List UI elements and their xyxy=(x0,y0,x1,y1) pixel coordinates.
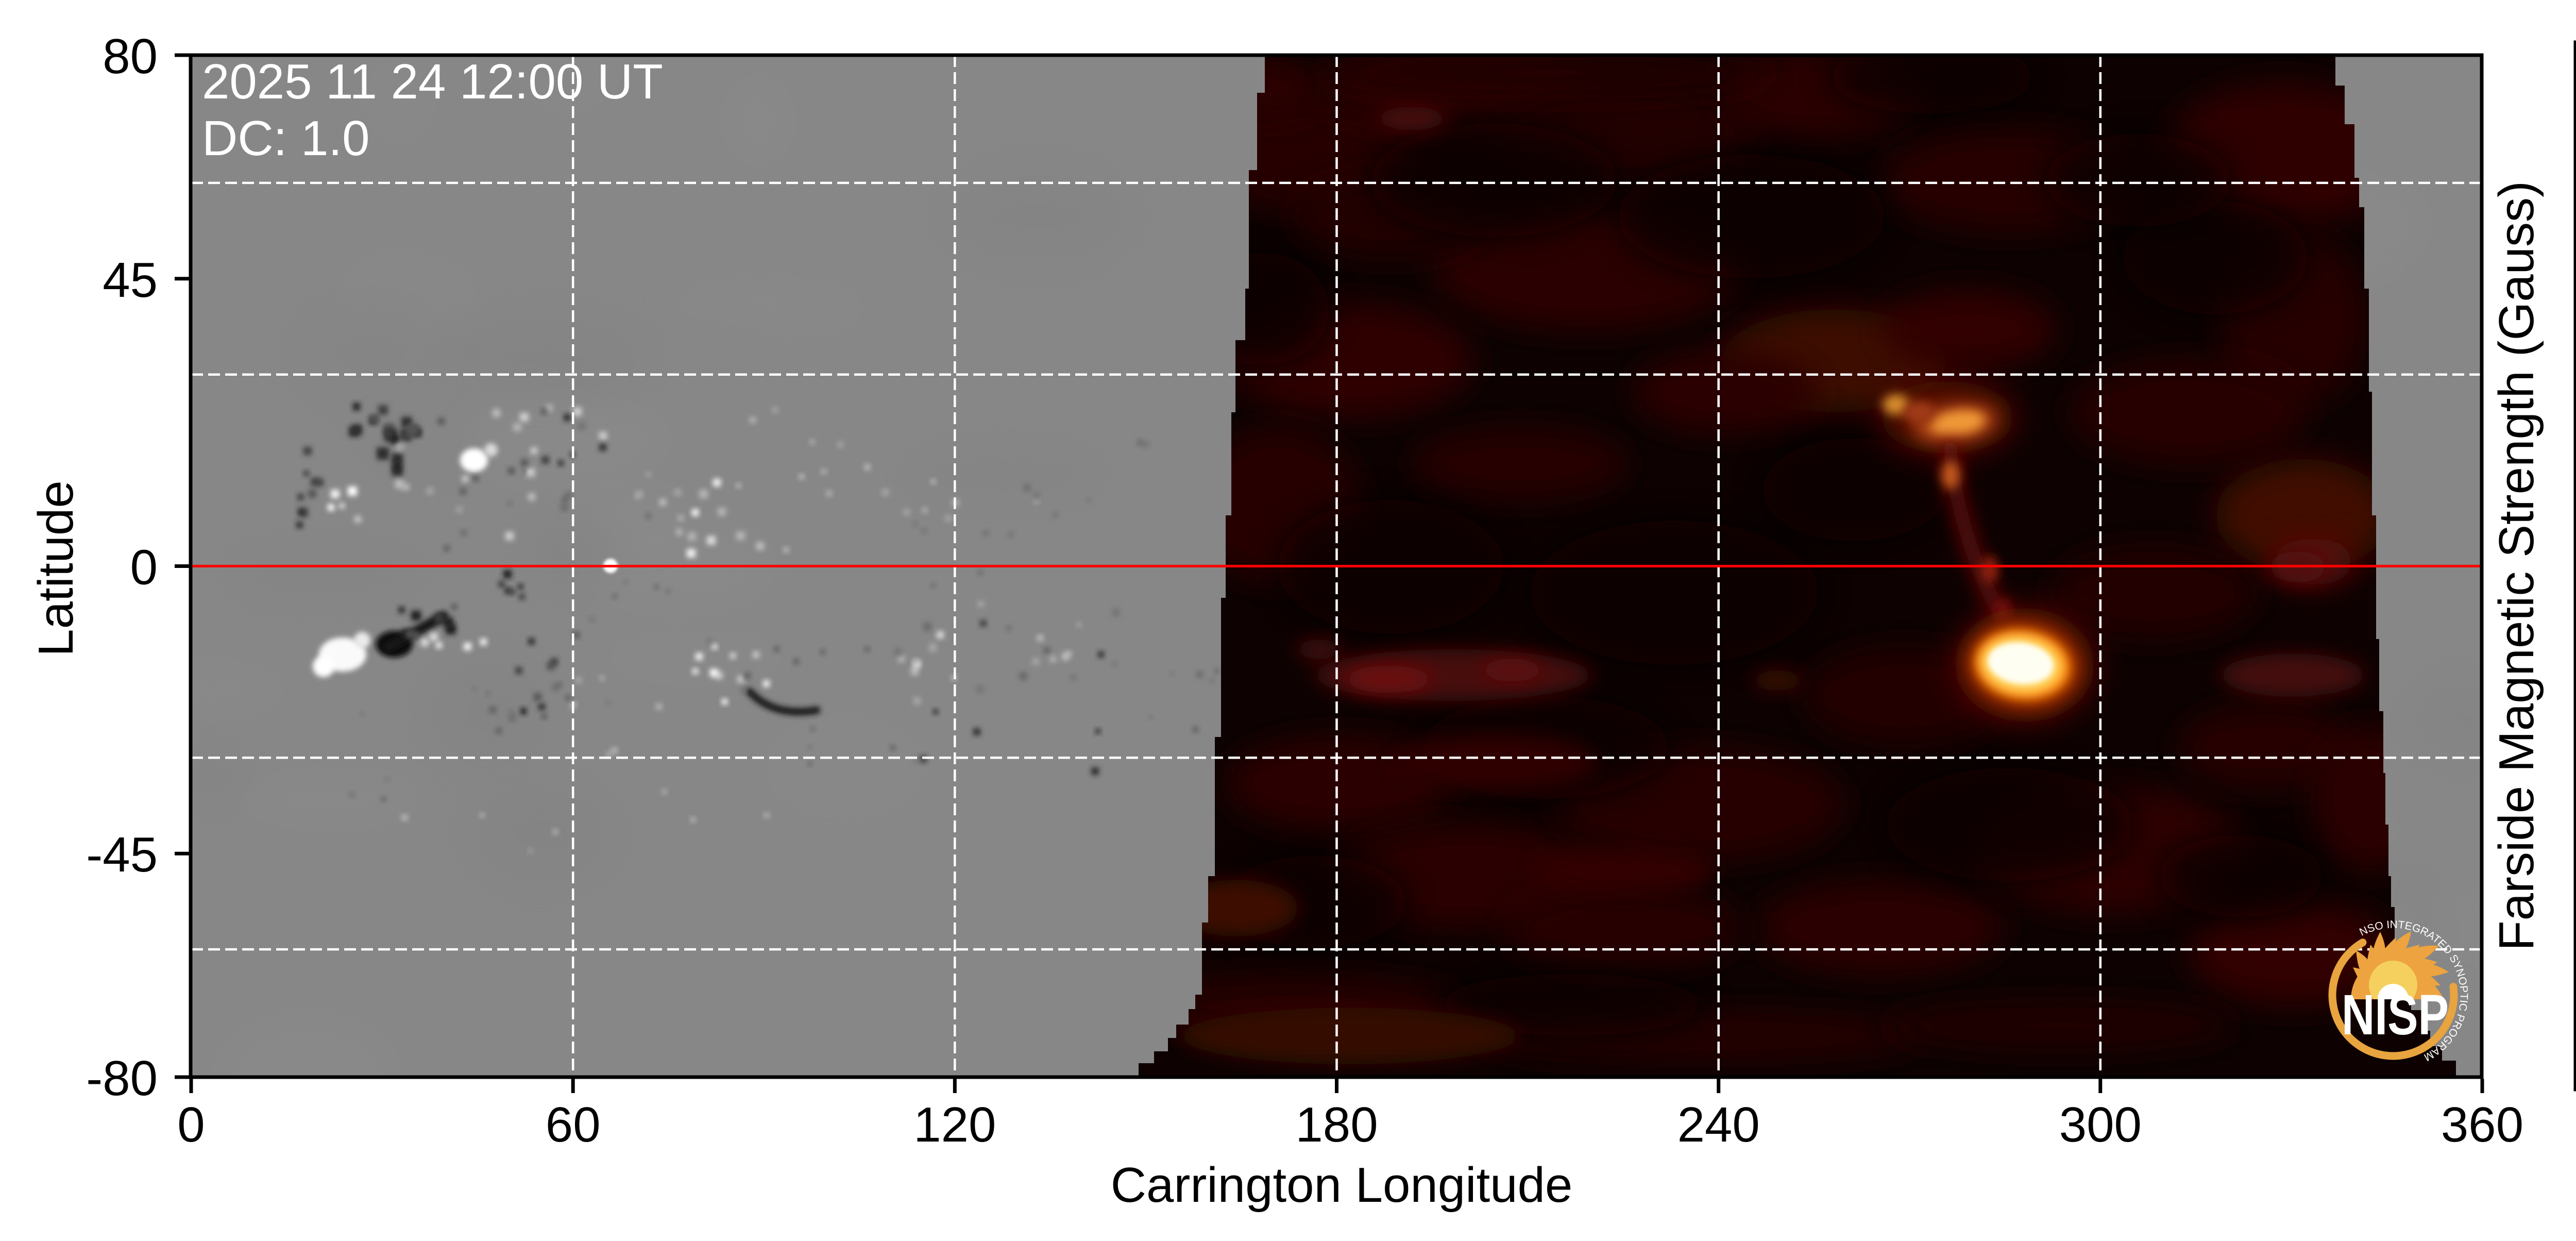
svg-text:DC: 1.0: DC: 1.0 xyxy=(202,111,369,166)
svg-text:Carrington Longitude: Carrington Longitude xyxy=(1111,1158,1573,1213)
svg-text:120: 120 xyxy=(913,1097,996,1152)
svg-text:360: 360 xyxy=(2441,1097,2523,1152)
svg-text:Latitude: Latitude xyxy=(28,480,83,657)
svg-text:60: 60 xyxy=(546,1097,601,1152)
svg-text:0: 0 xyxy=(130,540,158,595)
svg-text:45: 45 xyxy=(103,253,158,308)
svg-text:2025 11 24 12:00 UT: 2025 11 24 12:00 UT xyxy=(202,54,663,109)
svg-text:240: 240 xyxy=(1677,1097,1760,1152)
svg-text:80: 80 xyxy=(103,29,158,84)
svg-text:-45: -45 xyxy=(86,827,158,882)
svg-text:Farside Magnetic Strength (Gau: Farside Magnetic Strength (Gauss) xyxy=(2489,181,2544,951)
svg-text:300: 300 xyxy=(2059,1097,2142,1152)
svg-text:NISP: NISP xyxy=(2342,983,2449,1047)
svg-text:-80: -80 xyxy=(86,1051,158,1106)
svg-text:180: 180 xyxy=(1295,1097,1378,1152)
svg-text:0: 0 xyxy=(177,1097,205,1152)
